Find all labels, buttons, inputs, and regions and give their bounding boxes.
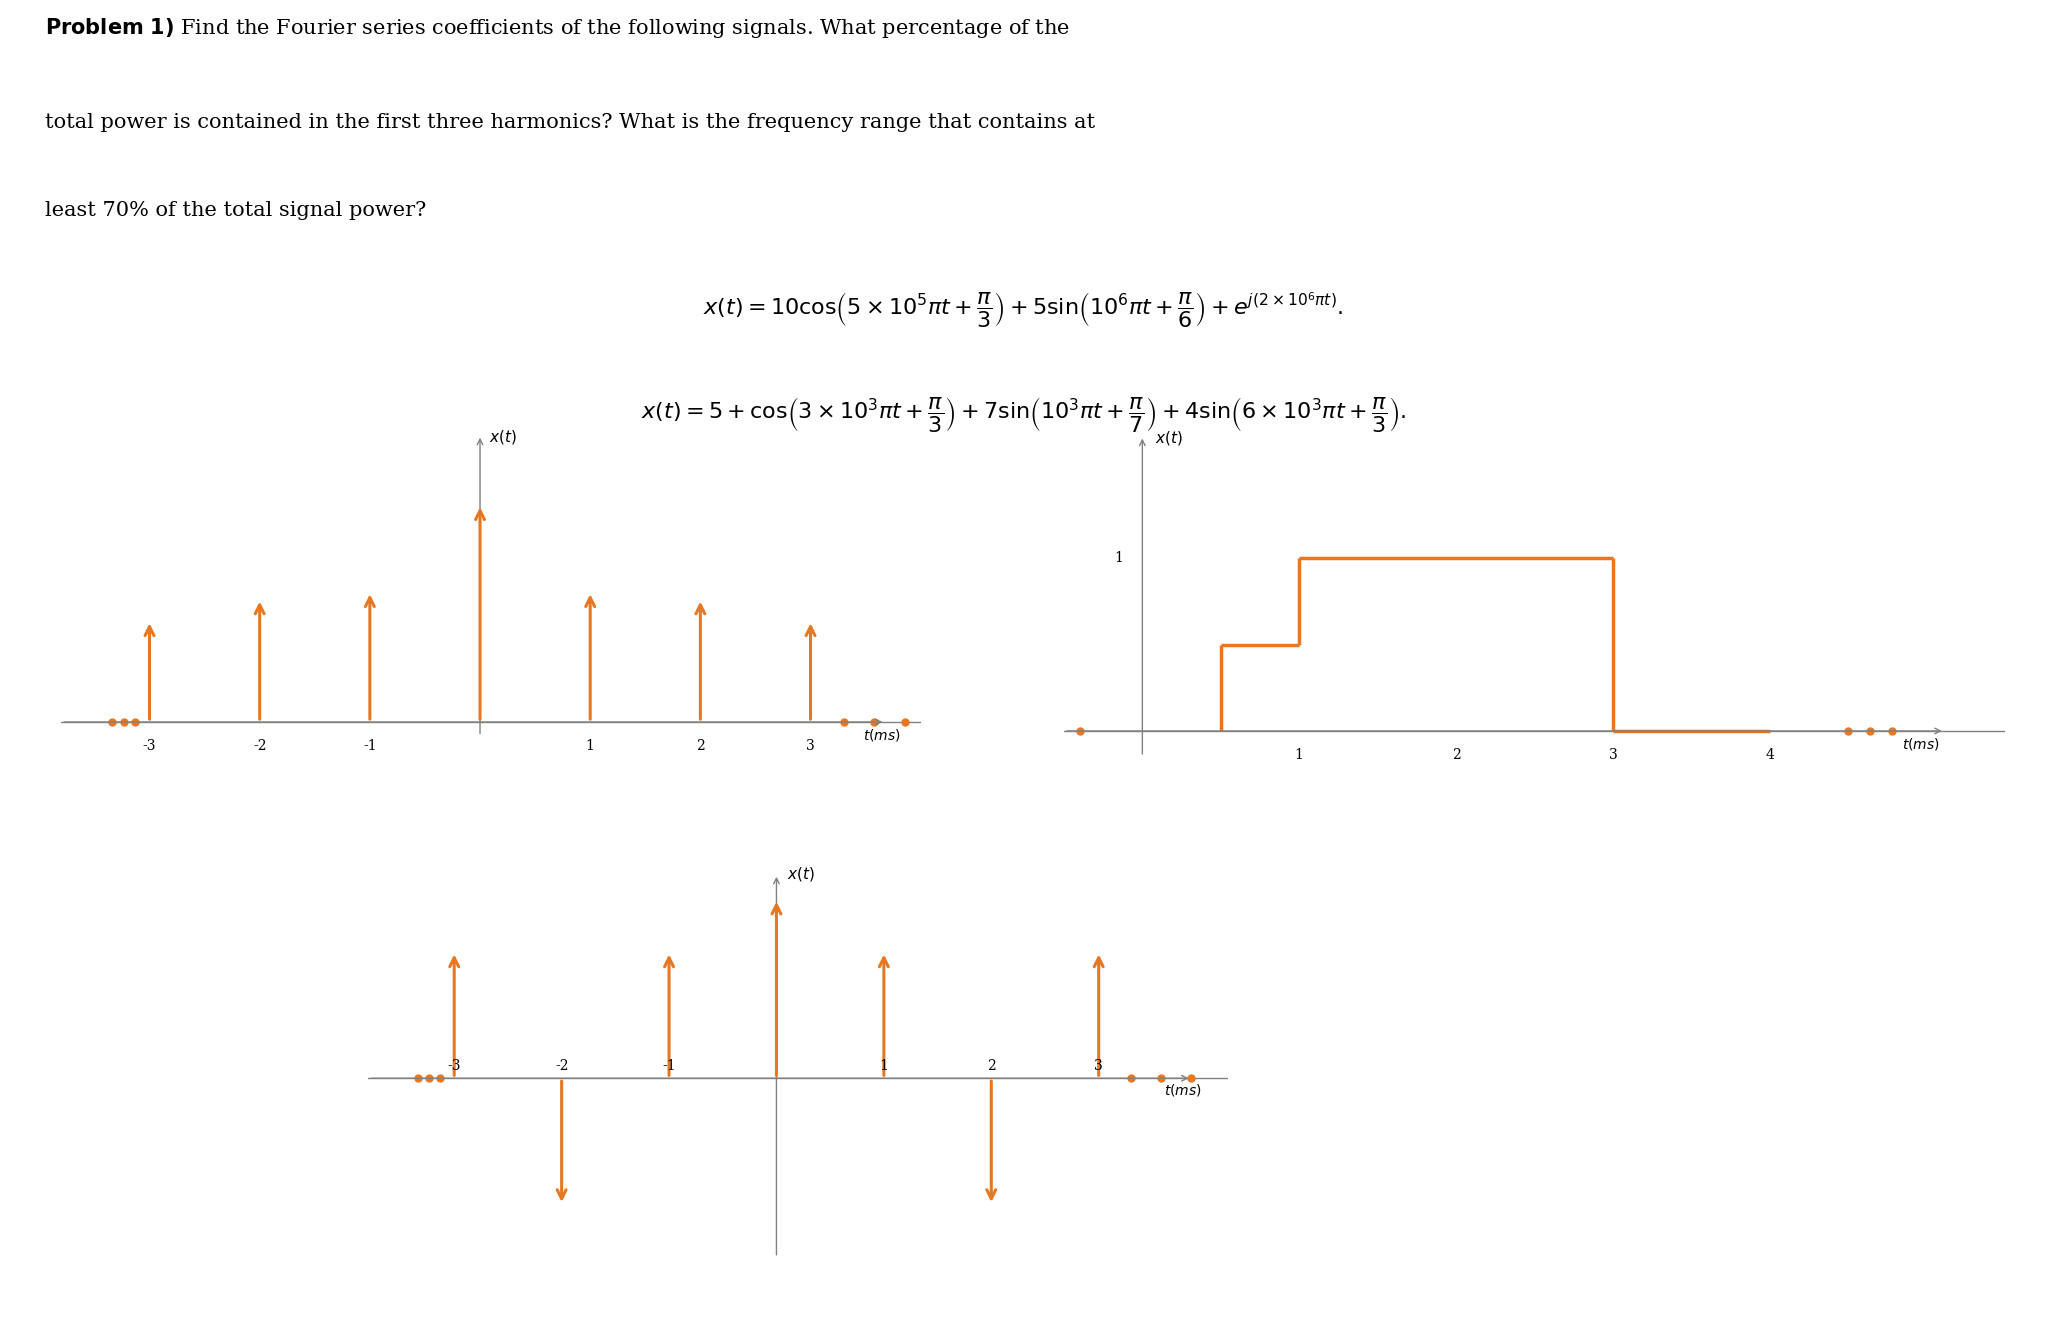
Text: 4: 4: [1766, 748, 1774, 763]
Text: -1: -1: [663, 1060, 675, 1073]
Text: $t(ms)$: $t(ms)$: [863, 727, 900, 743]
Text: 2: 2: [696, 740, 704, 753]
Text: $t(ms)$: $t(ms)$: [1901, 736, 1940, 752]
Text: 3: 3: [1095, 1060, 1103, 1073]
Text: 2: 2: [1453, 748, 1461, 763]
Text: $x(t) = 10\cos\!\left(5 \times 10^5\pi t + \dfrac{\pi}{3}\right) + 5\sin\!\left(: $x(t) = 10\cos\!\left(5 \times 10^5\pi t…: [704, 290, 1342, 329]
Text: -3: -3: [448, 1060, 460, 1073]
Text: 1: 1: [1295, 748, 1303, 763]
Text: $t(ms)$: $t(ms)$: [1164, 1081, 1203, 1097]
Text: total power is contained in the first three harmonics? What is the frequency ran: total power is contained in the first th…: [45, 113, 1095, 132]
Text: -1: -1: [362, 740, 376, 753]
Text: 3: 3: [806, 740, 814, 753]
Text: 1: 1: [585, 740, 595, 753]
Text: 1: 1: [1115, 552, 1123, 565]
Text: $x(t) = 5 + \cos\!\left(3 \times 10^3\pi t + \dfrac{\pi}{3}\right) + 7\sin\!\lef: $x(t) = 5 + \cos\!\left(3 \times 10^3\pi…: [640, 395, 1406, 434]
Text: $x(t)$: $x(t)$: [1154, 428, 1183, 447]
Text: 2: 2: [986, 1060, 996, 1073]
Text: -2: -2: [254, 740, 266, 753]
Text: $x(t)$: $x(t)$: [788, 865, 814, 884]
Text: least 70% of the total signal power?: least 70% of the total signal power?: [45, 201, 426, 220]
Text: $x(t)$: $x(t)$: [489, 427, 518, 446]
Text: -3: -3: [143, 740, 155, 753]
Text: $\mathbf{Problem\ 1)}$ Find the Fourier series coefficients of the following sig: $\mathbf{Problem\ 1)}$ Find the Fourier …: [45, 16, 1070, 40]
Text: 3: 3: [1608, 748, 1616, 763]
Text: 1: 1: [880, 1060, 888, 1073]
Text: -2: -2: [554, 1060, 569, 1073]
